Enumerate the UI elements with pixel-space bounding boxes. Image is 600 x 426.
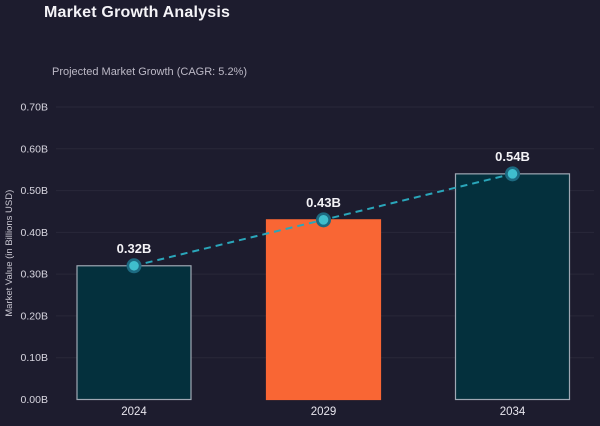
y-tick-label: 0.10B xyxy=(21,352,48,364)
y-axis-label: Market Value (in Billions USD) xyxy=(4,190,15,317)
value-label: 0.54B xyxy=(495,149,530,164)
y-tick-label: 0.20B xyxy=(21,310,48,322)
x-tick-label: 2034 xyxy=(500,406,526,418)
value-label: 0.32B xyxy=(117,241,152,256)
y-tick-label: 0.00B xyxy=(21,394,48,406)
bar-2024 xyxy=(76,265,192,401)
data-marker xyxy=(318,215,329,225)
chart-subtitle: Projected Market Growth (CAGR: 5.2%) xyxy=(52,66,248,78)
x-tick-label: 2029 xyxy=(311,406,337,418)
chart-title: Market Growth Analysis xyxy=(44,4,231,21)
bar-2034 xyxy=(454,173,571,401)
value-label: 0.43B xyxy=(306,195,341,210)
bar-2029 xyxy=(265,219,382,401)
y-tick-label: 0.30B xyxy=(21,269,48,281)
y-tick-label: 0.40B xyxy=(21,227,48,239)
data-marker xyxy=(129,260,139,271)
y-tick-label: 0.70B xyxy=(21,102,48,114)
data-marker xyxy=(507,169,518,179)
x-tick-label: 2024 xyxy=(121,406,147,418)
y-tick-label: 0.50B xyxy=(21,185,48,197)
y-tick-label: 0.60B xyxy=(21,143,48,155)
